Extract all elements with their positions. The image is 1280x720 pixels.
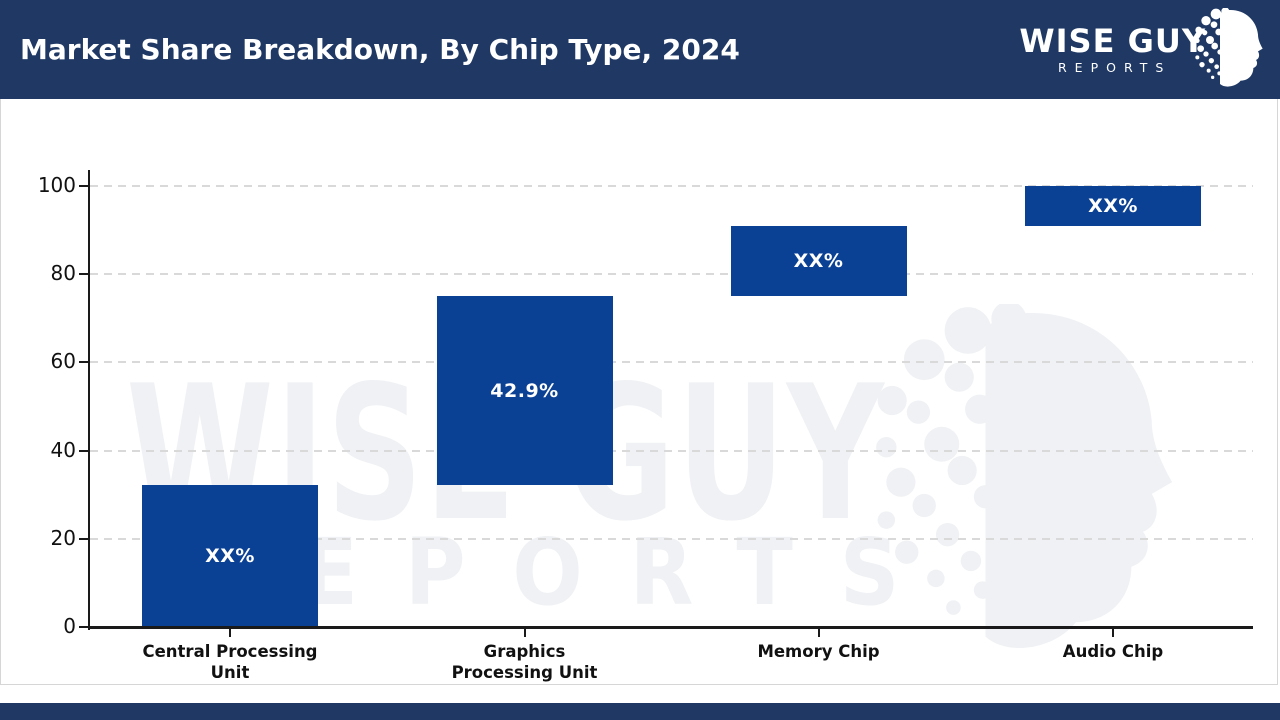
x-tick [817,629,820,637]
bar-value-label: 42.9% [490,379,559,402]
bar-value-label: XX% [793,249,844,272]
footer-bar [0,703,1280,720]
x-axis-line [88,626,1253,629]
logo-text: WISE GUY REPORTS [1019,24,1206,75]
category-label: Memory Chip [694,641,944,662]
x-tick [229,629,231,637]
x-tick [523,629,526,637]
y-tick [79,449,90,452]
wise-guy-logo: WISE GUY REPORTS [1019,0,1272,99]
bar: 42.9% [436,296,613,486]
category-label: Central Processing Unit [105,641,355,683]
bar: XX% [142,485,318,627]
category-label-line: Audio Chip [1062,642,1164,661]
category-label: Graphics Processing Unit [400,641,650,683]
watermark-head-icon [863,304,1213,672]
category-label-line: Central Processing [142,642,318,661]
y-tick [79,185,90,187]
y-tick-label: 0 [63,614,76,638]
logo-subtitle: REPORTS [1058,60,1172,75]
chart-title: Market Share Breakdown, By Chip Type, 20… [20,33,740,66]
gridline [90,185,1253,187]
category-label: Audio Chip [988,641,1238,662]
bar-value-label: XX% [205,545,255,568]
gridline [90,537,1253,540]
head-profile-icon [1192,7,1272,92]
y-tick-label: 80 [50,261,76,286]
y-tick [79,361,90,364]
category-label-line: Unit [210,663,250,682]
gridline [90,273,1253,276]
y-tick-label: 40 [50,437,76,462]
y-axis-line [88,170,90,630]
logo-wordmark: WISE GUY [1019,22,1206,60]
y-tick [79,273,90,276]
gridline [90,361,1253,364]
x-tick [1112,629,1114,637]
bar: XX% [1025,186,1201,226]
y-tick [79,537,90,540]
y-tick-label: 60 [50,349,76,374]
header-bar: Market Share Breakdown, By Chip Type, 20… [0,0,1280,99]
y-tick [79,626,90,628]
y-tick-label: 100 [37,173,76,197]
category-label-line: Graphics [483,642,566,661]
category-label-line: Memory Chip [757,642,880,661]
gridline [90,449,1253,452]
category-label-line: Processing Unit [451,663,598,682]
bar-value-label: XX% [1088,194,1138,217]
bar: XX% [730,225,907,297]
y-tick-label: 20 [50,525,76,550]
